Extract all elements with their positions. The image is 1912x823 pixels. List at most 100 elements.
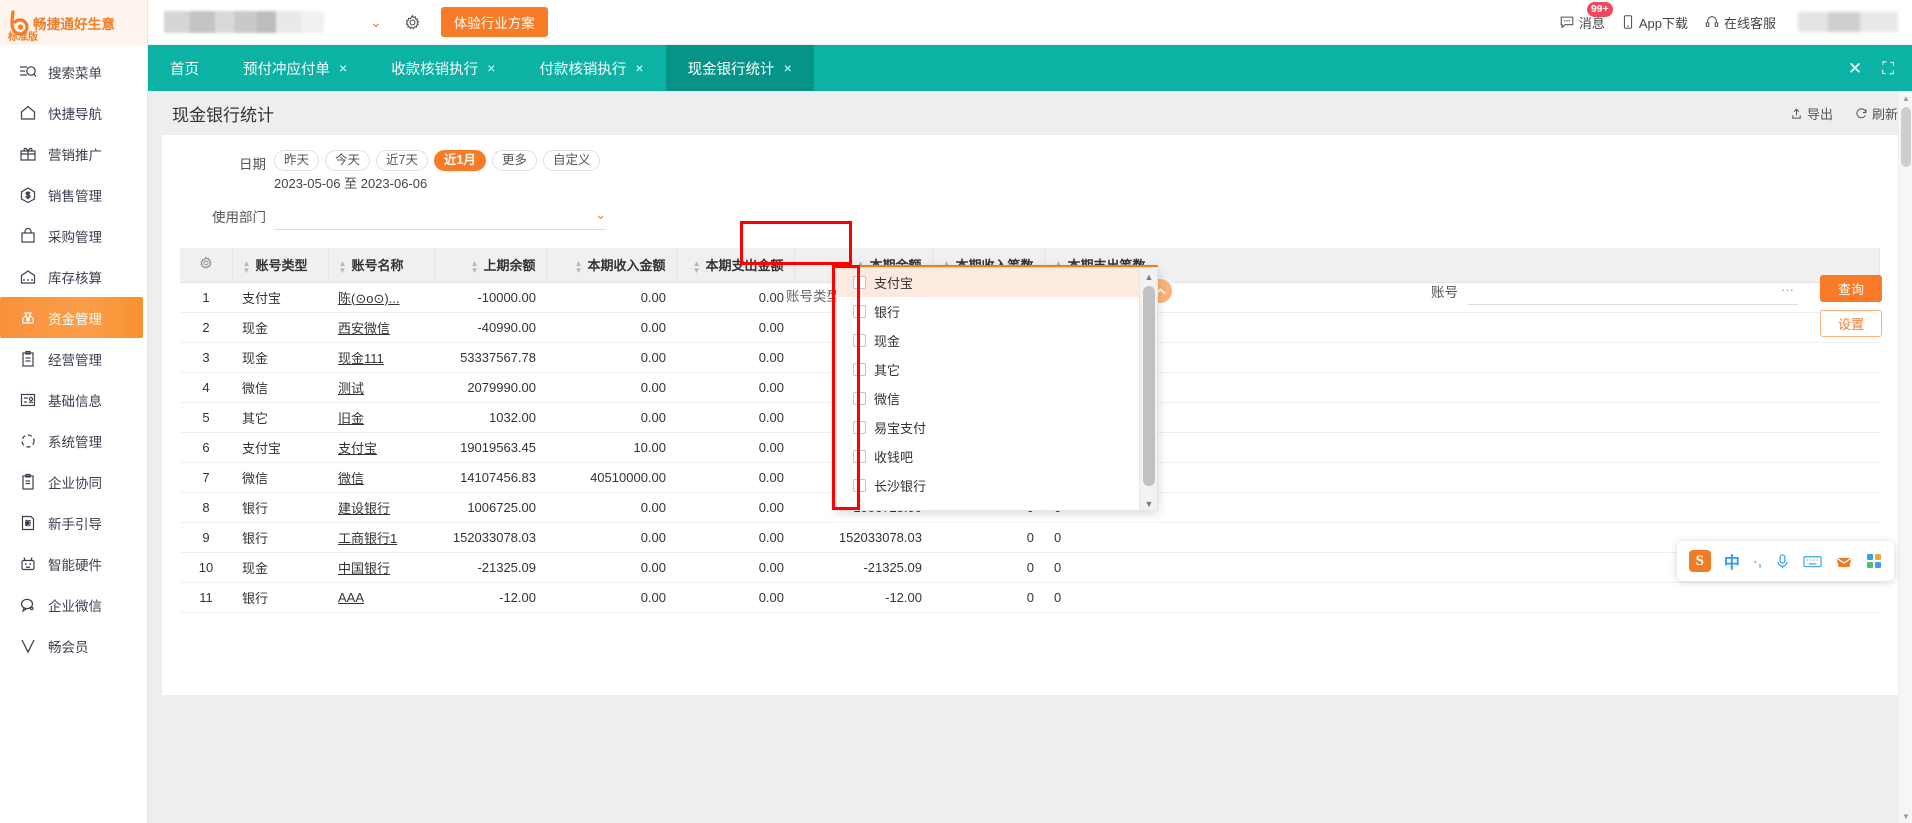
column-header-account-type[interactable]: ▲ ▼ 账号类型 bbox=[232, 248, 329, 283]
tab-receipt-writeoff[interactable]: 收款核销执行 × bbox=[369, 45, 517, 91]
cell-account-name[interactable]: 陈(⊙o⊙)... bbox=[328, 282, 434, 313]
table-row[interactable]: 2 现金 西安微信 -40990.00 0.00 0.00 0 bbox=[180, 312, 1880, 343]
mic-icon[interactable] bbox=[1775, 553, 1790, 570]
close-icon[interactable]: × bbox=[783, 60, 792, 76]
account-name-link[interactable]: 微信 bbox=[338, 470, 365, 486]
cell-account-name[interactable]: 现金111 bbox=[328, 342, 434, 373]
checkbox[interactable] bbox=[853, 392, 866, 405]
toolbox-icon[interactable] bbox=[1835, 554, 1853, 569]
sidebar-item-newbie-guide[interactable]: 新 新手引导 bbox=[0, 502, 147, 543]
sidebar-item-basic-info[interactable]: 基础信息 bbox=[0, 379, 147, 420]
cell-account-name[interactable]: 工商银行1 bbox=[328, 522, 434, 553]
scrollbar-thumb[interactable] bbox=[1143, 286, 1155, 486]
close-icon[interactable]: × bbox=[339, 60, 348, 76]
table-row[interactable]: 3 现金 现金111 53337567.78 0.00 0.00 0 bbox=[180, 342, 1880, 373]
account-no-more-button[interactable]: ··· bbox=[1781, 282, 1794, 297]
checkbox[interactable] bbox=[853, 450, 866, 463]
keyboard-icon[interactable] bbox=[1803, 554, 1822, 569]
sidebar-item-operations[interactable]: 经营管理 bbox=[0, 338, 147, 379]
scroll-up-icon[interactable]: ▲ bbox=[1902, 93, 1910, 103]
table-row[interactable]: 9 银行 工商银行1 152033078.03 0.00 0.00 152033… bbox=[180, 522, 1880, 553]
checkbox[interactable] bbox=[853, 305, 866, 318]
cell-account-name[interactable]: 建设银行 bbox=[328, 492, 434, 523]
cell-account-name[interactable]: 支付宝 bbox=[328, 432, 434, 463]
account-name-link[interactable]: 陈(⊙o⊙)... bbox=[338, 290, 400, 306]
refresh-button[interactable]: 刷新 bbox=[1855, 104, 1898, 123]
sidebar-item-quick-nav[interactable]: 快捷导航 bbox=[0, 92, 147, 133]
tab-payment-writeoff[interactable]: 付款核销执行 × bbox=[517, 45, 665, 91]
query-button[interactable]: 查询 bbox=[1820, 275, 1882, 302]
account-type-option-bank[interactable]: 银行 bbox=[837, 297, 1157, 326]
account-name-link[interactable]: 测试 bbox=[338, 380, 365, 396]
sidebar-item-smart-hardware[interactable]: 智能硬件 bbox=[0, 543, 147, 584]
experience-solution-button[interactable]: 体验行业方案 bbox=[440, 7, 548, 37]
cell-account-name[interactable]: 旧金 bbox=[328, 402, 434, 433]
sidebar-item-collaboration[interactable]: 企业协同 bbox=[0, 461, 147, 502]
account-type-dropdown[interactable]: 支付宝 银行 现金 其它 bbox=[836, 267, 1158, 511]
settings-button[interactable]: 设置 bbox=[1820, 310, 1882, 337]
column-header-income-amount[interactable]: ▲ ▼ 本期收入金额 bbox=[546, 248, 677, 283]
quick-range-1month[interactable]: 近1月 bbox=[433, 150, 486, 171]
messages-link[interactable]: 消息 99+ bbox=[1559, 1, 1613, 32]
quick-range-today[interactable]: 今天 bbox=[325, 150, 371, 171]
tab-prepay-offset[interactable]: 预付冲应付单 × bbox=[221, 45, 369, 91]
column-header-account-name[interactable]: ▲ ▼ 账号名称 bbox=[328, 248, 435, 283]
date-range-value[interactable]: 2023-05-06 至 2023-06-06 bbox=[274, 176, 428, 191]
chevron-down-icon[interactable]: ⌄ bbox=[595, 206, 606, 222]
account-name-link[interactable]: 现金111 bbox=[338, 350, 384, 366]
account-type-option-wechat[interactable]: 微信 bbox=[837, 384, 1157, 413]
gear-icon[interactable] bbox=[199, 256, 213, 273]
checkbox[interactable] bbox=[853, 334, 866, 347]
account-name-link[interactable]: 支付宝 bbox=[338, 440, 378, 456]
account-name-link[interactable]: 中国银行 bbox=[338, 560, 391, 576]
close-icon[interactable]: × bbox=[635, 60, 644, 76]
cell-account-name[interactable]: 西安微信 bbox=[328, 312, 434, 343]
gear-icon[interactable] bbox=[404, 14, 421, 31]
tab-home[interactable]: 首页 bbox=[148, 45, 221, 91]
dept-filter-input[interactable]: ⌄ bbox=[274, 200, 606, 230]
scroll-down-icon[interactable]: ▼ bbox=[1902, 811, 1910, 821]
sogou-logo-icon[interactable]: S bbox=[1688, 550, 1711, 572]
account-name-link[interactable]: 旧金 bbox=[338, 410, 365, 426]
sidebar-item-purchase[interactable]: 采购管理 bbox=[0, 215, 147, 256]
ime-mode-label[interactable]: 中 bbox=[1723, 555, 1740, 572]
close-all-tabs-icon[interactable]: ✕ bbox=[1847, 58, 1863, 78]
account-type-option-changsha-bank[interactable]: 长沙银行 bbox=[837, 471, 1157, 500]
column-header-prev-balance[interactable]: ▲ ▼ 上期余额 bbox=[434, 248, 547, 283]
account-type-option-shouqianba[interactable]: 收钱吧 bbox=[837, 442, 1157, 471]
sidebar-item-sales[interactable]: $ 销售管理 bbox=[0, 174, 147, 215]
table-row[interactable]: 8 银行 建设银行 1006725.00 0.00 0.00 1006725.0… bbox=[180, 492, 1880, 523]
ime-toolbar[interactable]: S 中 ·, bbox=[1676, 541, 1894, 581]
sidebar-item-system[interactable]: 系统管理 bbox=[0, 420, 147, 461]
checkbox[interactable] bbox=[853, 421, 866, 434]
account-type-option-yeepay[interactable]: 易宝支付 bbox=[837, 413, 1157, 442]
cell-account-name[interactable]: 中国银行 bbox=[328, 552, 434, 583]
scroll-up-icon[interactable]: ▲ bbox=[1144, 271, 1154, 282]
cell-account-name[interactable]: AAA bbox=[328, 582, 434, 613]
cell-account-name[interactable]: 微信 bbox=[328, 462, 434, 493]
export-button[interactable]: 导出 bbox=[1790, 104, 1833, 123]
account-type-option-alipay[interactable]: 支付宝 bbox=[837, 268, 1157, 297]
sidebar-item-wecom[interactable]: 企业微信 bbox=[0, 584, 147, 625]
account-name-link[interactable]: AAA bbox=[338, 589, 365, 605]
dropdown-scrollbar[interactable]: ▲ ▼ bbox=[1139, 268, 1157, 510]
checkbox[interactable] bbox=[853, 276, 866, 289]
account-type-option-cash[interactable]: 现金 bbox=[837, 326, 1157, 355]
account-name-link[interactable]: 西安微信 bbox=[338, 320, 391, 336]
sidebar-item-fund-management[interactable]: ¥ 资金管理 bbox=[0, 297, 143, 338]
quick-range-custom[interactable]: 自定义 bbox=[542, 150, 601, 171]
table-row[interactable]: 11 银行 AAA -12.00 0.00 0.00 -12.00 0 0 bbox=[180, 582, 1880, 613]
quick-range-yesterday[interactable]: 昨天 bbox=[274, 150, 320, 171]
table-row[interactable]: 10 现金 中国银行 -21325.09 0.00 0.00 -21325.09… bbox=[180, 552, 1880, 583]
app-download-link[interactable]: App下载 bbox=[1621, 13, 1688, 32]
checkbox[interactable] bbox=[853, 479, 866, 492]
content-scrollbar[interactable]: ▲ ▼ bbox=[1898, 91, 1912, 823]
account-type-option-other[interactable]: 其它 bbox=[837, 355, 1157, 384]
fullscreen-icon[interactable]: ⛶ bbox=[1882, 58, 1894, 78]
checkbox[interactable] bbox=[853, 363, 866, 376]
scrollbar-thumb[interactable] bbox=[1901, 107, 1911, 167]
user-account-menu[interactable] bbox=[1798, 12, 1898, 32]
chevron-down-icon[interactable]: ⌄ bbox=[370, 13, 382, 30]
ime-punctuation-label[interactable]: ·, bbox=[1752, 552, 1762, 570]
account-name-link[interactable]: 建设银行 bbox=[338, 500, 391, 516]
